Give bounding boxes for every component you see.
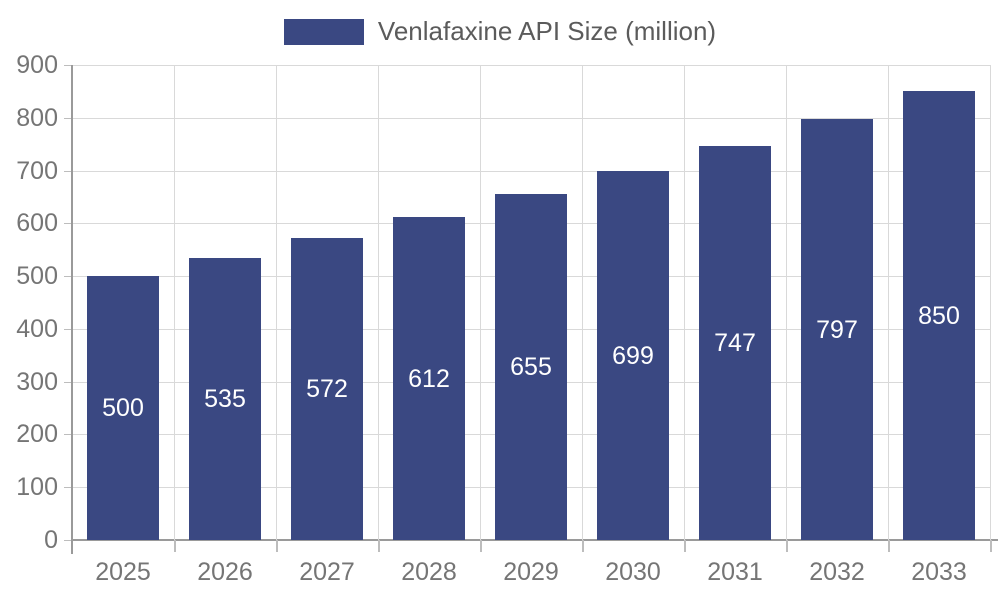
y-tick-label-0: 0 <box>44 526 58 554</box>
x-tick-9 <box>990 540 992 552</box>
x-tick-4 <box>480 540 482 552</box>
bar-2029[interactable]: 655 <box>495 194 567 540</box>
gridline-v-8 <box>888 65 889 540</box>
y-tick-label-900: 900 <box>16 51 58 79</box>
y-axis-line <box>71 65 73 554</box>
y-tick-500 <box>64 276 72 278</box>
y-tick-label-800: 800 <box>16 103 58 132</box>
bar-value-label-2032: 797 <box>816 315 858 344</box>
gridline-v-4 <box>480 65 481 540</box>
gridline-v-3 <box>378 65 379 540</box>
x-tick-5 <box>582 540 584 552</box>
gridline-v-2 <box>276 65 277 540</box>
y-tick-900 <box>64 65 72 66</box>
y-tick-label-300: 300 <box>16 367 58 396</box>
x-tick-label-2025: 2025 <box>95 558 151 586</box>
bar-value-label-2030: 699 <box>612 341 654 370</box>
x-tick-label-2029: 2029 <box>503 558 559 586</box>
gridline-h-700 <box>72 170 990 172</box>
gridline-v-1 <box>174 65 175 540</box>
bar-value-label-2033: 850 <box>918 301 960 330</box>
y-tick-100 <box>64 487 72 489</box>
bar-value-label-2029: 655 <box>510 353 552 382</box>
gridline-v-5 <box>582 65 583 540</box>
x-tick-label-2027: 2027 <box>299 558 355 586</box>
bar-2026[interactable]: 535 <box>189 257 261 540</box>
gridline-h-900 <box>72 65 990 66</box>
bar-value-label-2026: 535 <box>204 384 246 413</box>
y-tick-200 <box>64 434 72 436</box>
x-tick-label-2033: 2033 <box>911 558 967 586</box>
y-tick-700 <box>64 170 72 172</box>
y-tick-600 <box>64 223 72 225</box>
bar-2032[interactable]: 797 <box>801 119 873 540</box>
x-tick-7 <box>786 540 788 552</box>
bar-value-label-2028: 612 <box>408 364 450 393</box>
bar-value-label-2031: 747 <box>714 328 756 357</box>
x-tick-1 <box>174 540 176 552</box>
y-tick-400 <box>64 328 72 330</box>
x-tick-label-2026: 2026 <box>197 558 253 586</box>
y-tick-label-600: 600 <box>16 209 58 238</box>
bar-2033[interactable]: 850 <box>903 91 975 540</box>
x-tick-label-2031: 2031 <box>707 558 763 586</box>
y-tick-300 <box>64 381 72 383</box>
x-tick-3 <box>378 540 380 552</box>
x-tick-label-2028: 2028 <box>401 558 457 586</box>
x-axis-line <box>72 539 998 541</box>
x-tick-2 <box>276 540 278 552</box>
x-tick-label-2032: 2032 <box>809 558 865 586</box>
gridline-v-9 <box>990 65 991 540</box>
x-tick-6 <box>684 540 686 552</box>
bar-2030[interactable]: 699 <box>597 171 669 540</box>
bar-2031[interactable]: 747 <box>699 145 771 540</box>
y-tick-label-400: 400 <box>16 314 58 343</box>
y-tick-label-100: 100 <box>16 473 58 502</box>
y-tick-800 <box>64 117 72 119</box>
gridline-h-800 <box>72 117 990 119</box>
y-tick-label-200: 200 <box>16 420 58 449</box>
bar-2025[interactable]: 500 <box>87 276 159 540</box>
gridline-v-7 <box>786 65 787 540</box>
legend-swatch <box>283 18 364 45</box>
gridline-v-6 <box>684 65 685 540</box>
x-tick-label-2030: 2030 <box>605 558 661 586</box>
bar-2027[interactable]: 572 <box>291 238 363 540</box>
bar-2028[interactable]: 612 <box>393 217 465 540</box>
bar-value-label-2027: 572 <box>306 375 348 404</box>
bar-value-label-2025: 500 <box>102 394 144 423</box>
legend[interactable]: Venlafaxine API Size (million) <box>0 16 1000 47</box>
y-tick-label-500: 500 <box>16 262 58 291</box>
legend-label: Venlafaxine API Size (million) <box>377 16 717 46</box>
y-tick-label-700: 700 <box>16 156 58 185</box>
x-tick-8 <box>888 540 890 552</box>
y-tick-0 <box>64 540 72 541</box>
